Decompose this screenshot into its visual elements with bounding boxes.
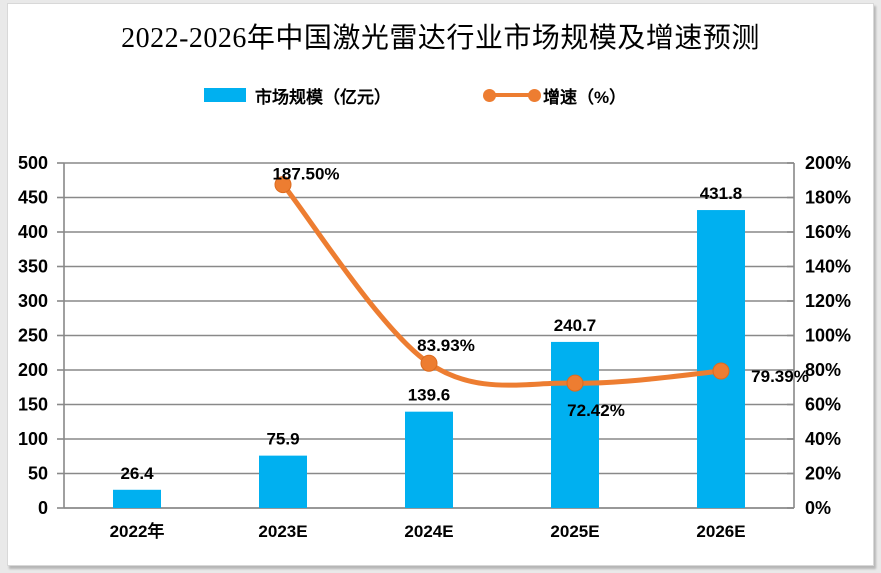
- right-axis-tick-label: 100%: [805, 326, 851, 346]
- left-axis-tick-label: 200: [18, 360, 48, 380]
- right-axis-tick-label: 180%: [805, 188, 851, 208]
- legend-label-market-size: 市场规模（亿元）: [255, 87, 391, 107]
- x-axis-category-label: 2026E: [696, 522, 745, 541]
- right-axis-tick-label: 20%: [805, 464, 841, 484]
- left-axis-tick-label: 350: [18, 257, 48, 277]
- left-axis-tick-label: 150: [18, 395, 48, 415]
- line-data-label: 187.50%: [272, 165, 339, 184]
- legend-item-market-size: 市场规模（亿元）: [204, 82, 391, 108]
- bar-data-label: 431.8: [700, 184, 743, 203]
- left-axis-tick-label: 500: [18, 153, 48, 173]
- line-marker-2025E: [566, 374, 584, 392]
- right-axis-tick-label: 0%: [805, 498, 831, 518]
- line-swatch-dot-left: [483, 89, 496, 102]
- right-axis-tick-label: 140%: [805, 257, 851, 277]
- left-axis-tick-label: 0: [38, 498, 48, 518]
- line-swatch-dot-right: [528, 89, 541, 102]
- line-data-label: 72.42%: [567, 401, 625, 420]
- bar-2023E: [259, 455, 307, 508]
- line-marker-2026E: [712, 362, 730, 380]
- bar-data-label: 240.7: [554, 316, 597, 335]
- left-axis-tick-label: 100: [18, 429, 48, 449]
- right-axis-tick-label: 40%: [805, 429, 841, 449]
- x-axis-category-label: 2024E: [404, 522, 453, 541]
- left-axis-tick-label: 50: [28, 464, 48, 484]
- line-marker-2023E: [274, 176, 292, 194]
- growth-rate-line: [280, 182, 724, 388]
- left-axis-tick-label: 400: [18, 222, 48, 242]
- legend-label-growth-rate: 增速（%）: [543, 87, 627, 107]
- bar-data-label: 139.6: [408, 386, 451, 405]
- x-axis-category-label: 2022年: [110, 521, 165, 541]
- left-axis-tick-label: 450: [18, 188, 48, 208]
- bar-2024E: [405, 411, 453, 508]
- right-axis-tick-label: 60%: [805, 395, 841, 415]
- bar-data-label: 26.4: [120, 464, 154, 483]
- left-axis-tick-label: 300: [18, 291, 48, 311]
- legend: 市场规模（亿元） 增速（%）: [0, 82, 881, 108]
- bar-2026E: [697, 210, 745, 509]
- right-axis-tick-label: 80%: [805, 360, 841, 380]
- right-axis-tick-label: 160%: [805, 222, 851, 242]
- bar-series-swatch-icon: [204, 88, 246, 102]
- x-axis-category-label: 2025E: [550, 522, 599, 541]
- x-axis-category-label: 2023E: [258, 522, 307, 541]
- line-data-label: 83.93%: [417, 336, 475, 355]
- bar-2022年: [113, 489, 161, 508]
- chart-title: 2022-2026年中国激光雷达行业市场规模及增速预测: [121, 23, 760, 54]
- line-swatch-segment: [487, 93, 537, 97]
- bar-2025E: [551, 341, 599, 508]
- line-marker-2024E: [420, 354, 438, 372]
- legend-item-growth-rate: 增速（%）: [483, 82, 626, 108]
- line-series-swatch-icon: [483, 88, 541, 102]
- left-axis-tick-label: 250: [18, 326, 48, 346]
- right-axis-tick-label: 200%: [805, 153, 851, 173]
- bar-data-label: 75.9: [266, 430, 299, 449]
- right-axis-tick-label: 120%: [805, 291, 851, 311]
- line-data-label: 79.39%: [751, 367, 809, 386]
